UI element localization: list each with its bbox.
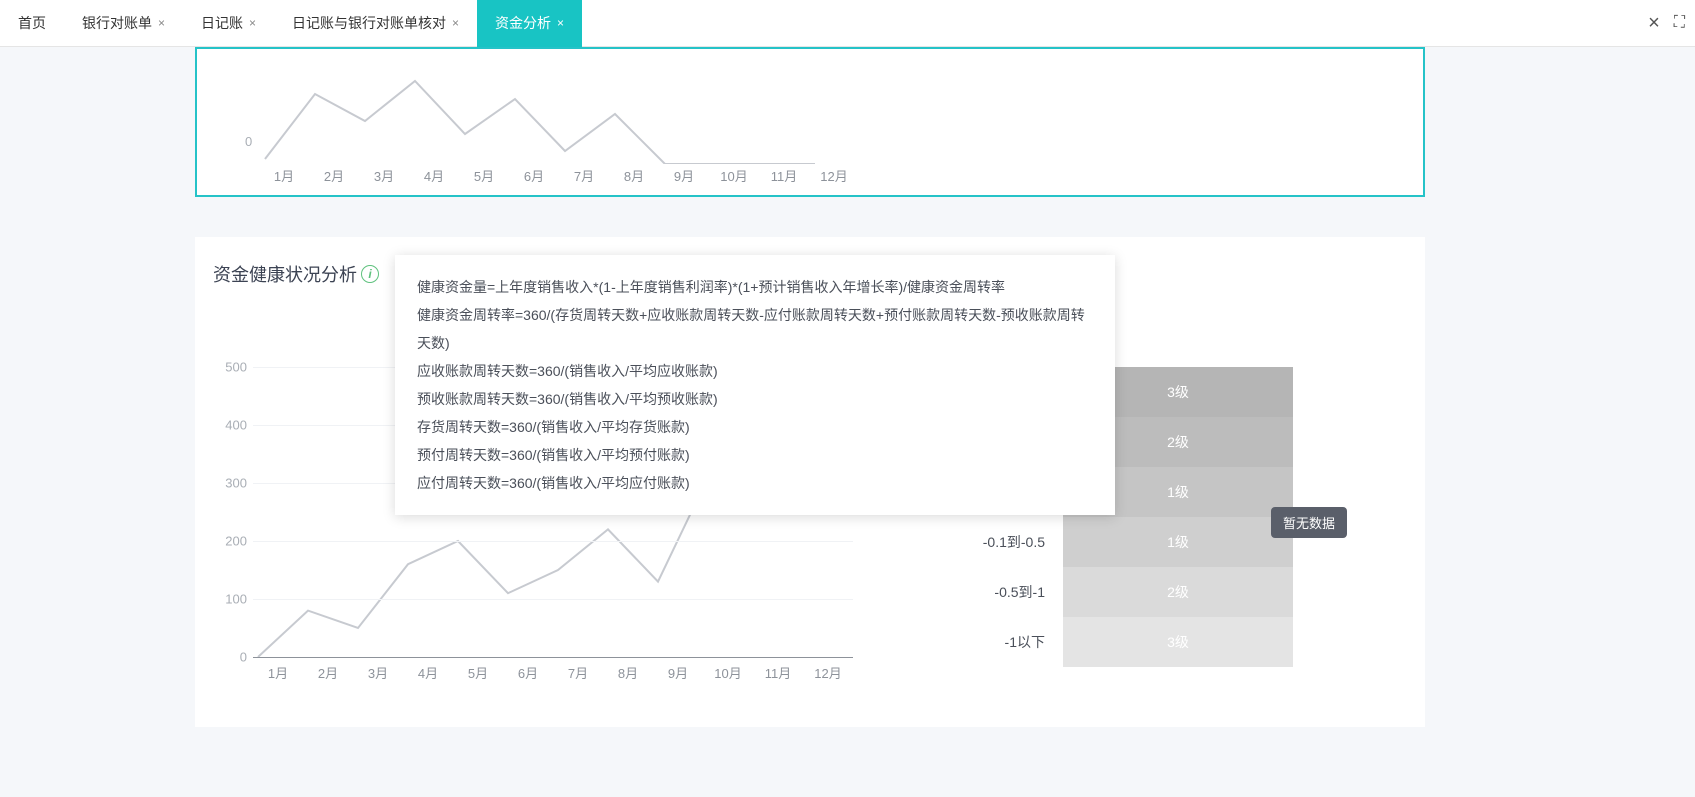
y-tick-label: 400 [225,418,247,433]
range-label: -0.5到-1 [893,567,1063,617]
y-tick-label: 300 [225,476,247,491]
gridline [253,541,853,542]
x-tick-label: 1月 [259,166,309,185]
tab-close-icon[interactable]: × [249,16,256,30]
x-tick-label: 2月 [309,166,359,185]
x-tick-label: 8月 [609,166,659,185]
gridline [253,599,853,600]
x-tick-label: 9月 [659,166,709,185]
close-all-icon[interactable]: × [1648,12,1660,35]
top-chart-panel: 0 1月2月3月4月5月6月7月8月9月10月11月12月 [195,47,1425,197]
range-label: -1以下 [893,617,1063,667]
grade-cell: 1级 [1063,517,1293,567]
tooltip-line: 健康资金量=上年度销售收入*(1-上年度销售利润率)*(1+预计销售收入年增长率… [417,273,1093,301]
tooltip-line: 应付周转天数=360/(销售收入/平均应付账款) [417,469,1093,497]
tooltip-line: 存货周转天数=360/(销售收入/平均存货账款) [417,413,1093,441]
main-x-axis: 1月2月3月4月5月6月7月8月9月10月11月12月 [253,663,873,682]
fullscreen-icon[interactable]: ⛶ [1674,14,1685,32]
x-tick-label: 11月 [753,663,803,682]
x-tick-label: 5月 [453,663,503,682]
tab-close-icon[interactable]: × [557,16,564,30]
tab-label: 首页 [18,13,46,33]
health-analysis-panel: 资金健康状况分析 i 健康资金量=上年度销售收入*(1-上年度销售利润率)*(1… [195,237,1425,727]
x-tick-label: 10月 [703,663,753,682]
section-title: 资金健康状况分析 [213,261,357,287]
x-tick-label: 9月 [653,663,703,682]
y-tick-label: 0 [240,650,247,665]
x-tick-label: 7月 [553,663,603,682]
tooltip-line: 预收账款周转天数=360/(销售收入/平均预收账款) [417,385,1093,413]
tab-label: 银行对账单 [82,13,152,33]
tab-close-icon[interactable]: × [158,16,165,30]
top-line-chart [235,59,855,164]
tab-日记账[interactable]: 日记账 × [183,0,274,47]
x-tick-label: 7月 [559,166,609,185]
tooltip-line: 健康资金周转率=360/(存货周转天数+应收账款周转天数-应付账款周转天数+预付… [417,301,1093,357]
x-tick-label: 4月 [409,166,459,185]
gridline [253,657,853,658]
grade-cell: 3级 [1063,617,1293,667]
content-area: 0 1月2月3月4月5月6月7月8月9月10月11月12月 资金健康状况分析 i… [0,47,1695,797]
y-tick-label: 100 [225,592,247,607]
x-tick-label: 6月 [503,663,553,682]
tooltip-line: 应收账款周转天数=360/(销售收入/平均应收账款) [417,357,1093,385]
x-tick-label: 1月 [253,663,303,682]
tab-资金分析[interactable]: 资金分析 × [477,0,582,47]
y-tick-label: 200 [225,534,247,549]
grade-cell: 2级 [1063,567,1293,617]
y-tick-label: 500 [225,360,247,375]
tab-label: 日记账 [201,13,243,33]
x-tick-label: 2月 [303,663,353,682]
x-tick-label: 12月 [809,166,859,185]
x-tick-label: 10月 [709,166,759,185]
tab-日记账与银行对账单核对[interactable]: 日记账与银行对账单核对 × [274,0,477,47]
y-tick-zero: 0 [245,134,252,149]
tab-label: 日记账与银行对账单核对 [292,13,446,33]
x-tick-label: 3月 [359,166,409,185]
x-tick-label: 6月 [509,166,559,185]
tab-首页[interactable]: 首页 [0,0,64,47]
formula-tooltip: 健康资金量=上年度销售收入*(1-上年度销售利润率)*(1+预计销售收入年增长率… [395,255,1115,515]
tab-银行对账单[interactable]: 银行对账单 × [64,0,183,47]
x-tick-label: 8月 [603,663,653,682]
info-icon[interactable]: i [361,265,379,283]
no-data-tooltip: 暂无数据 [1271,507,1347,538]
top-x-axis: 1月2月3月4月5月6月7月8月9月10月11月12月 [259,166,1403,185]
range-label: -0.1到-0.5 [893,517,1063,567]
x-tick-label: 12月 [803,663,853,682]
x-tick-label: 4月 [403,663,453,682]
tabs-actions: × ⛶ [1648,12,1695,35]
tabs-bar: 首页 银行对账单 × 日记账 × 日记账与银行对账单核对 × 资金分析 × × ⛶ [0,0,1695,47]
tab-close-icon[interactable]: × [452,16,459,30]
x-tick-label: 5月 [459,166,509,185]
tooltip-line: 预付周转天数=360/(销售收入/平均预付账款) [417,441,1093,469]
tab-label: 资金分析 [495,13,551,33]
x-tick-label: 3月 [353,663,403,682]
x-tick-label: 11月 [759,166,809,185]
